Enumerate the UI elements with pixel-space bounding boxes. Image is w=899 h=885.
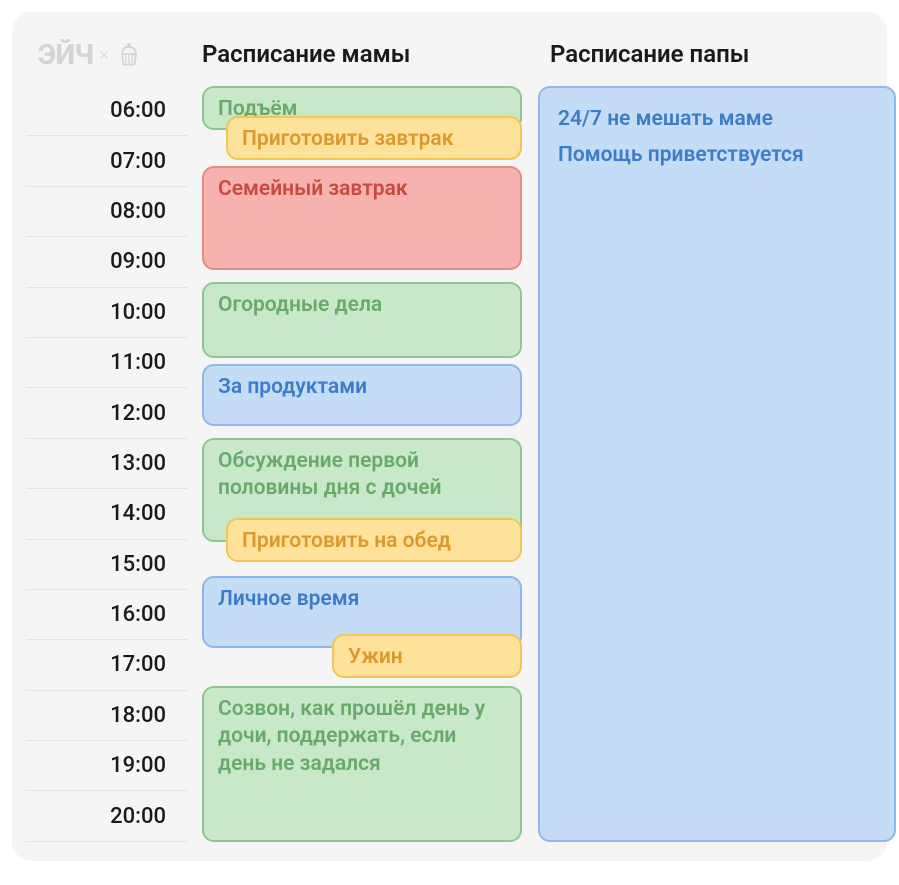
schedule-event[interactable]: Ужин: [332, 634, 522, 678]
dad-event-line: 24/7 не мешать маме: [558, 102, 876, 138]
time-slot: 19:00: [26, 741, 188, 791]
logo: ЭЙЧ ×: [26, 38, 188, 71]
time-slot: 07:00: [26, 136, 188, 186]
logo-text: ЭЙЧ: [38, 38, 93, 71]
time-slot: 14:00: [26, 489, 188, 539]
schedule-event[interactable]: Семейный завтрак: [202, 166, 522, 270]
dad-column: 24/7 не мешать мамеПомощь приветствуется: [538, 86, 896, 846]
time-slot: 16:00: [26, 590, 188, 640]
time-slot: 17:00: [26, 640, 188, 690]
schedule-event-dad[interactable]: 24/7 не мешать мамеПомощь приветствуется: [538, 86, 896, 842]
mom-column: ПодъёмПриготовить завтракСемейный завтра…: [202, 86, 522, 846]
time-slot: 11:00: [26, 338, 188, 388]
column-header-dad: Расписание папы: [522, 40, 880, 68]
time-slot: 10:00: [26, 288, 188, 338]
dad-event-line: Помощь приветствуется: [558, 138, 876, 174]
logo-separator: ×: [99, 44, 108, 65]
schedule-event[interactable]: Приготовить завтрак: [226, 116, 522, 160]
schedule-event[interactable]: Огородные дела: [202, 282, 522, 358]
time-slot: 06:00: [26, 86, 188, 136]
time-slot: 08:00: [26, 187, 188, 237]
time-slot: 13:00: [26, 439, 188, 489]
time-slot: 09:00: [26, 237, 188, 287]
time-slot: 18:00: [26, 691, 188, 741]
cupcake-icon: [115, 40, 143, 68]
schedule-event[interactable]: Приготовить на обед: [226, 518, 522, 562]
time-column: 06:0007:0008:0009:0010:0011:0012:0013:00…: [26, 86, 188, 842]
schedule-grid: 06:0007:0008:0009:0010:0011:0012:0013:00…: [26, 86, 887, 856]
header-row: ЭЙЧ × Расписание мамы Расписание папы: [26, 26, 887, 82]
time-slot: 12:00: [26, 388, 188, 438]
time-slot: 20:00: [26, 791, 188, 841]
schedule-container: ЭЙЧ × Расписание мамы Расписание папы 06…: [12, 12, 887, 861]
column-header-mom: Расписание мамы: [188, 40, 522, 68]
schedule-event[interactable]: За продуктами: [202, 364, 522, 426]
time-slot: 15:00: [26, 540, 188, 590]
schedule-event[interactable]: Созвон, как прошёл день у дочи, поддержа…: [202, 686, 522, 842]
